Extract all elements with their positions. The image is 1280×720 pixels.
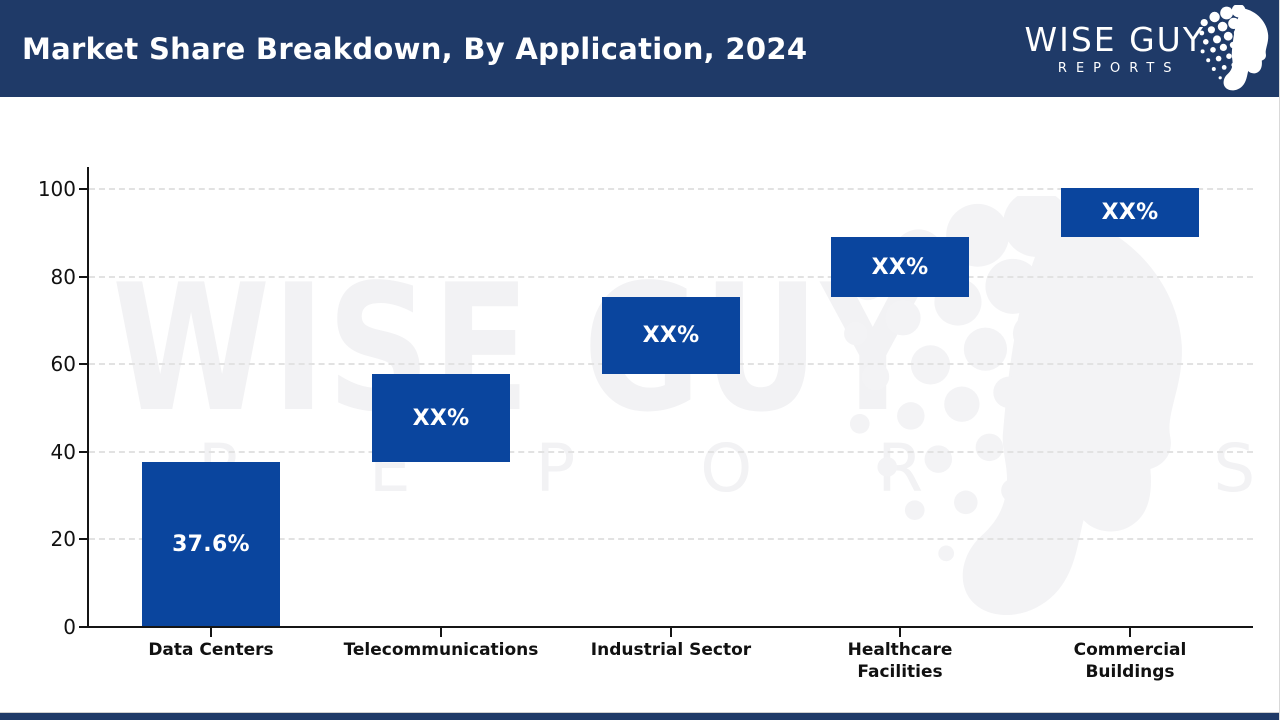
x-axis-label-line: Buildings — [1085, 662, 1175, 682]
brand-name: WISE GUY — [1024, 19, 1205, 59]
bar-value-label-data-centers: 37.6% — [172, 532, 250, 557]
y-tick-label-40: 40 — [50, 440, 76, 464]
x-axis-label-healthcare-facilities: Healthcare Facilities — [780, 639, 1020, 683]
footer-bar — [0, 712, 1279, 720]
y-tick-40 — [79, 451, 88, 453]
wise-guy-head-icon — [1199, 5, 1269, 91]
y-tick-0 — [79, 626, 88, 628]
y-tick-20 — [79, 538, 88, 540]
x-tick-data-centers — [210, 628, 212, 637]
x-axis-label-data-centers: Data Centers — [91, 639, 331, 661]
x-axis-label-industrial-sector: Industrial Sector — [551, 639, 791, 661]
y-axis-line — [87, 167, 89, 628]
gridline-20 — [89, 538, 1253, 540]
y-tick-60 — [79, 363, 88, 365]
gridline-100 — [89, 188, 1253, 190]
y-tick-label-20: 20 — [50, 527, 76, 551]
gridline-40 — [89, 451, 1253, 453]
x-axis-label-line: Industrial Sector — [590, 640, 752, 660]
y-tick-label-80: 80 — [50, 265, 76, 289]
brand-subtitle: REPORTS — [1057, 60, 1181, 76]
bar-commercial-buildings: XX% — [1061, 188, 1199, 237]
x-axis-label-line: Commercial — [1073, 640, 1187, 660]
watermark-text: WISE GUY — [112, 248, 927, 451]
x-tick-industrial-sector — [670, 628, 672, 637]
x-tick-telecommunications — [440, 628, 442, 637]
x-axis-label-commercial-buildings: Commercial Buildings — [1010, 639, 1250, 683]
brand-wordmark: WISE GUY REPORTS — [1024, 23, 1205, 76]
header-bar: Market Share Breakdown, By Application, … — [0, 0, 1279, 97]
bar-healthcare-facilities: XX% — [831, 237, 969, 297]
x-axis-label-line: Facilities — [857, 662, 943, 682]
x-axis-line — [87, 626, 1253, 628]
y-tick-label-100: 100 — [37, 177, 76, 201]
bar-telecommunications: XX% — [372, 374, 510, 462]
x-tick-commercial-buildings — [1129, 628, 1131, 637]
x-axis-label-line: Telecommunications — [343, 640, 539, 660]
bar-value-label-healthcare-facilities: XX% — [871, 254, 929, 280]
brand-logo: WISE GUY REPORTS — [1024, 4, 1271, 94]
bar-value-label-commercial-buildings: XX% — [1101, 200, 1159, 225]
page-title: Market Share Breakdown, By Application, … — [22, 31, 808, 66]
x-tick-healthcare-facilities — [899, 628, 901, 637]
bar-value-label-telecommunications: XX% — [412, 405, 470, 431]
x-axis-label-line: Healthcare — [847, 640, 953, 660]
y-tick-label-0: 0 — [63, 615, 76, 639]
x-axis-label-line: Data Centers — [148, 640, 274, 660]
bar-value-label-industrial-sector: XX% — [642, 323, 700, 348]
y-tick-80 — [79, 276, 88, 278]
bar-industrial-sector: XX% — [602, 297, 740, 374]
bar-data-centers: 37.6% — [142, 462, 280, 627]
x-axis-label-telecommunications: Telecommunications — [321, 639, 561, 661]
y-tick-100 — [79, 188, 88, 190]
gridline-80 — [89, 276, 1253, 278]
y-tick-label-60: 60 — [50, 352, 76, 376]
